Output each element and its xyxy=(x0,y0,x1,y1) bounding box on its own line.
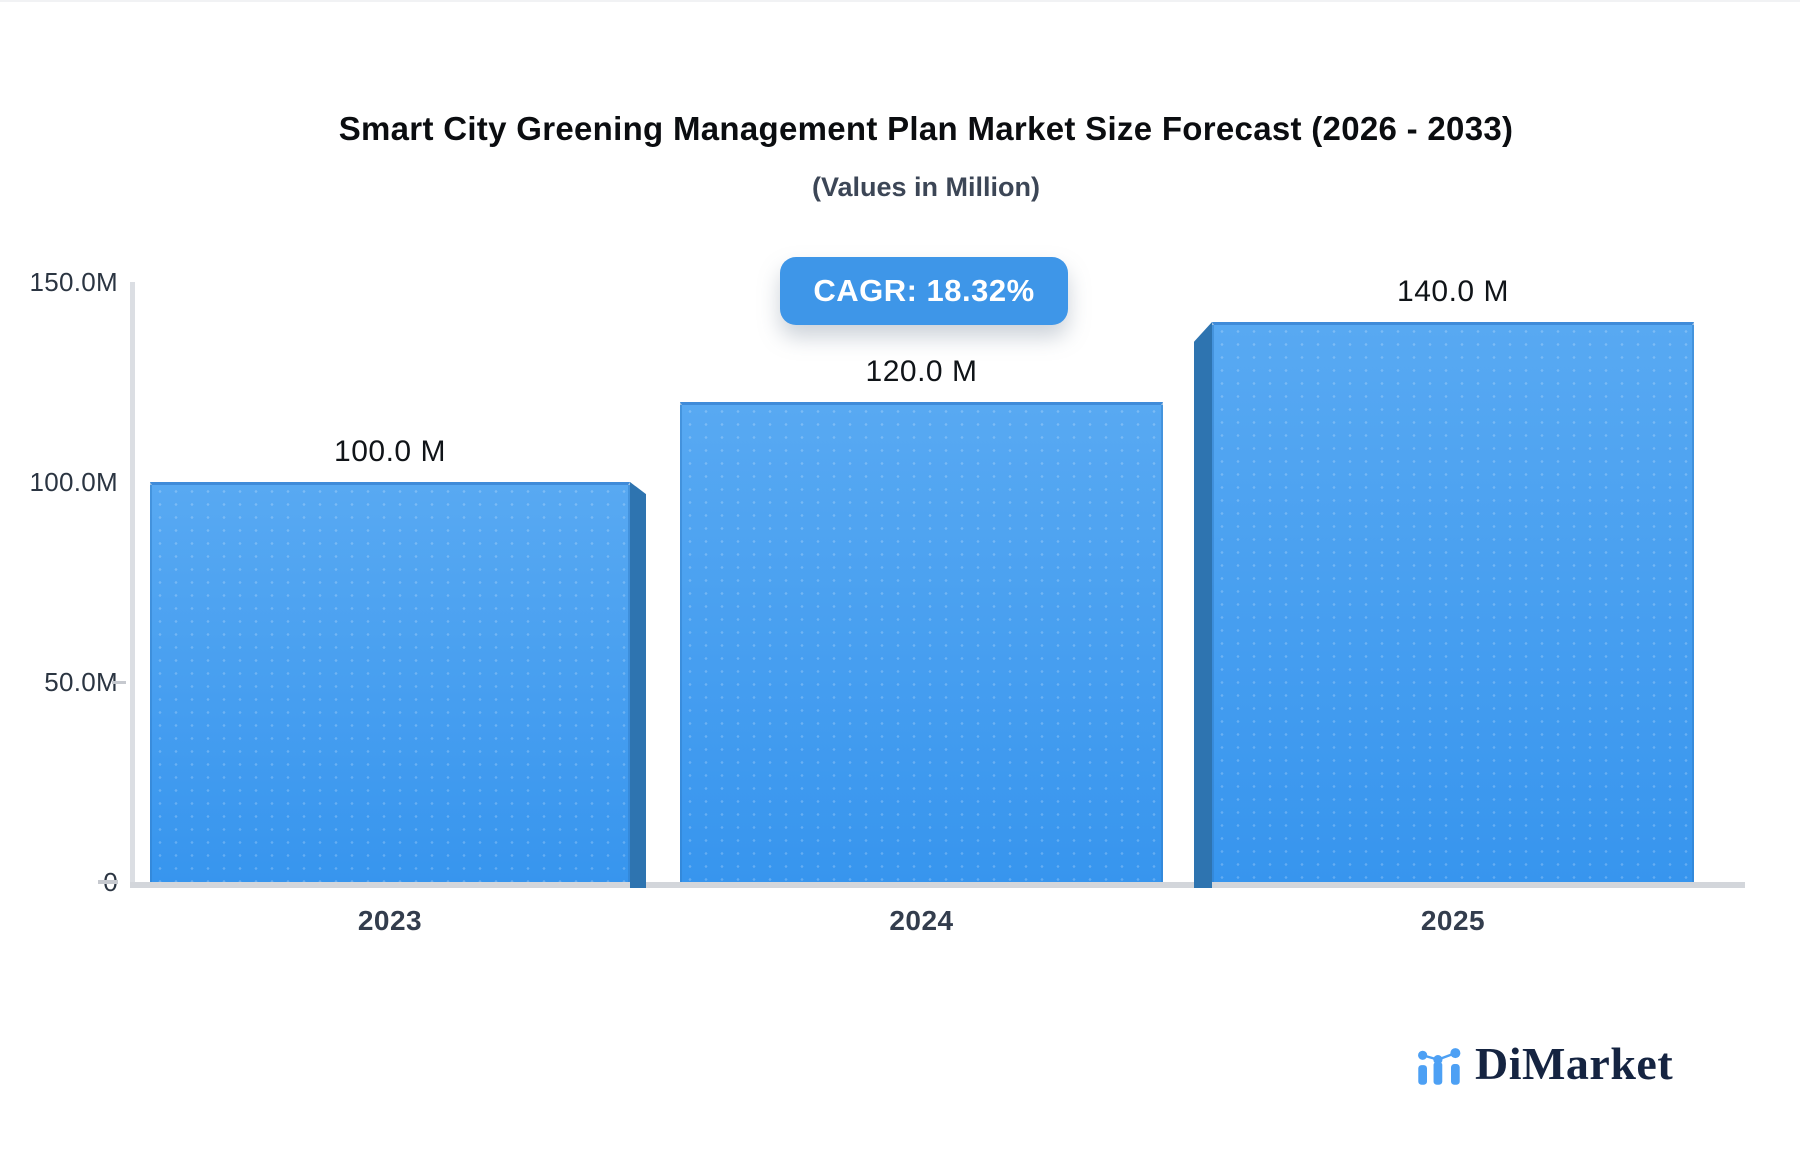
y-axis-tick-label: 100.0M xyxy=(29,467,118,497)
x-axis-category-label: 2024 xyxy=(889,905,954,936)
cagr-badge-label: CAGR: 18.32% xyxy=(813,273,1035,308)
bar xyxy=(1212,322,1694,882)
bar-value-label: 140.0 M xyxy=(1397,275,1509,308)
brand-name: DiMarket xyxy=(1475,1038,1674,1089)
cagr-badge: CAGR: 18.32% xyxy=(780,257,1068,325)
y-axis-tick-label: 150.0M xyxy=(29,267,118,297)
bar-side-face xyxy=(630,482,646,888)
brand-logo: DiMarket xyxy=(1415,1038,1673,1090)
y-axis-line xyxy=(130,282,135,888)
chart-title: Smart City Greening Management Plan Mark… xyxy=(338,110,1514,147)
x-axis-category-label: 2023 xyxy=(357,905,423,936)
dimarket-logo-icon xyxy=(1418,1048,1461,1085)
x-axis-baseline xyxy=(130,882,1745,888)
bar-side-face xyxy=(1194,322,1212,888)
y-axis-tick-mark xyxy=(112,680,126,684)
y-axis-tick-label: 50.0M xyxy=(44,667,118,697)
bar-value-label: 100.0 M xyxy=(334,435,446,468)
x-axis-category-label: 2025 xyxy=(1420,905,1486,936)
bar xyxy=(680,402,1163,882)
chart-subtitle: (Values in Million) xyxy=(811,172,1041,202)
bar xyxy=(150,482,630,882)
y-axis-tick-mark xyxy=(98,880,118,884)
bar-value-label: 120.0 M xyxy=(865,355,978,388)
